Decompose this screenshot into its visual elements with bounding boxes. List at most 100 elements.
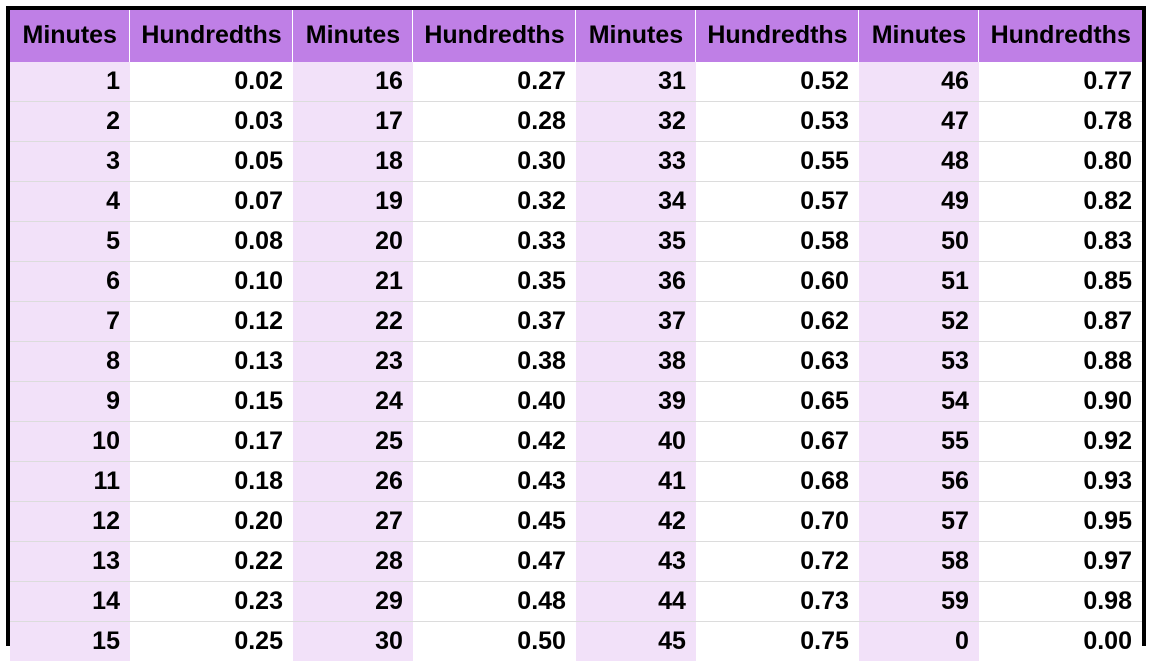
cell-minutes: 38 [576,342,696,382]
cell-hundredths: 0.32 [413,182,576,222]
cell-hundredths: 0.23 [130,582,293,622]
cell-minutes: 59 [859,582,979,622]
cell-minutes: 25 [293,422,413,462]
cell-minutes: 5 [10,222,130,262]
cell-hundredths: 0.43 [413,462,576,502]
cell-minutes: 4 [10,182,130,222]
cell-minutes: 1 [10,62,130,102]
col-header-minutes: Minutes [859,10,979,62]
table-row: 140.23290.48440.73590.98 [10,582,1142,622]
cell-hundredths: 0.97 [979,542,1142,582]
cell-hundredths: 0.88 [979,342,1142,382]
table-row: 130.22280.47430.72580.97 [10,542,1142,582]
table-row: 50.08200.33350.58500.83 [10,222,1142,262]
cell-minutes: 28 [293,542,413,582]
col-header-hundredths: Hundredths [413,10,576,62]
cell-minutes: 23 [293,342,413,382]
cell-minutes: 16 [293,62,413,102]
cell-minutes: 18 [293,142,413,182]
cell-hundredths: 0.05 [130,142,293,182]
cell-hundredths: 0.65 [696,382,859,422]
cell-hundredths: 0.85 [979,262,1142,302]
cell-minutes: 30 [293,622,413,661]
cell-hundredths: 0.72 [696,542,859,582]
cell-hundredths: 0.38 [413,342,576,382]
cell-hundredths: 0.93 [979,462,1142,502]
cell-hundredths: 0.70 [696,502,859,542]
cell-minutes: 19 [293,182,413,222]
cell-hundredths: 0.92 [979,422,1142,462]
cell-minutes: 40 [576,422,696,462]
cell-minutes: 42 [576,502,696,542]
cell-hundredths: 0.78 [979,102,1142,142]
cell-hundredths: 0.60 [696,262,859,302]
cell-hundredths: 0.22 [130,542,293,582]
cell-minutes: 51 [859,262,979,302]
cell-hundredths: 0.18 [130,462,293,502]
col-header-hundredths: Hundredths [696,10,859,62]
table-row: 150.25300.50450.7500.00 [10,622,1142,661]
cell-minutes: 58 [859,542,979,582]
cell-hundredths: 0.25 [130,622,293,661]
cell-minutes: 56 [859,462,979,502]
cell-hundredths: 0.45 [413,502,576,542]
cell-minutes: 54 [859,382,979,422]
cell-hundredths: 0.42 [413,422,576,462]
cell-minutes: 20 [293,222,413,262]
cell-minutes: 12 [10,502,130,542]
cell-hundredths: 0.00 [979,622,1142,661]
table-header-row: Minutes Hundredths Minutes Hundredths Mi… [10,10,1142,62]
cell-minutes: 8 [10,342,130,382]
cell-hundredths: 0.35 [413,262,576,302]
cell-minutes: 22 [293,302,413,342]
cell-hundredths: 0.48 [413,582,576,622]
table-row: 90.15240.40390.65540.90 [10,382,1142,422]
cell-minutes: 33 [576,142,696,182]
cell-minutes: 57 [859,502,979,542]
cell-minutes: 29 [293,582,413,622]
table-body: 10.02160.27310.52460.77 20.03170.28320.5… [10,62,1142,661]
cell-minutes: 3 [10,142,130,182]
cell-hundredths: 0.95 [979,502,1142,542]
cell-minutes: 41 [576,462,696,502]
cell-hundredths: 0.67 [696,422,859,462]
cell-hundredths: 0.37 [413,302,576,342]
col-header-minutes: Minutes [10,10,130,62]
cell-minutes: 11 [10,462,130,502]
cell-hundredths: 0.75 [696,622,859,661]
table-row: 100.17250.42400.67550.92 [10,422,1142,462]
cell-hundredths: 0.83 [979,222,1142,262]
cell-minutes: 2 [10,102,130,142]
cell-hundredths: 0.68 [696,462,859,502]
cell-minutes: 32 [576,102,696,142]
cell-minutes: 47 [859,102,979,142]
cell-hundredths: 0.55 [696,142,859,182]
cell-minutes: 27 [293,502,413,542]
table-frame: Minutes Hundredths Minutes Hundredths Mi… [6,6,1146,646]
table-row: 20.03170.28320.53470.78 [10,102,1142,142]
table-row: 110.18260.43410.68560.93 [10,462,1142,502]
cell-hundredths: 0.30 [413,142,576,182]
table-row: 120.20270.45420.70570.95 [10,502,1142,542]
cell-hundredths: 0.82 [979,182,1142,222]
cell-hundredths: 0.40 [413,382,576,422]
cell-minutes: 9 [10,382,130,422]
cell-hundredths: 0.33 [413,222,576,262]
cell-hundredths: 0.15 [130,382,293,422]
cell-hundredths: 0.52 [696,62,859,102]
cell-hundredths: 0.02 [130,62,293,102]
cell-minutes: 44 [576,582,696,622]
minutes-hundredths-table: Minutes Hundredths Minutes Hundredths Mi… [10,10,1142,661]
cell-hundredths: 0.90 [979,382,1142,422]
cell-hundredths: 0.87 [979,302,1142,342]
table-row: 80.13230.38380.63530.88 [10,342,1142,382]
cell-hundredths: 0.10 [130,262,293,302]
cell-minutes: 36 [576,262,696,302]
cell-hundredths: 0.73 [696,582,859,622]
cell-minutes: 21 [293,262,413,302]
cell-hundredths: 0.57 [696,182,859,222]
table-row: 10.02160.27310.52460.77 [10,62,1142,102]
cell-hundredths: 0.13 [130,342,293,382]
table-row: 70.12220.37370.62520.87 [10,302,1142,342]
cell-minutes: 17 [293,102,413,142]
